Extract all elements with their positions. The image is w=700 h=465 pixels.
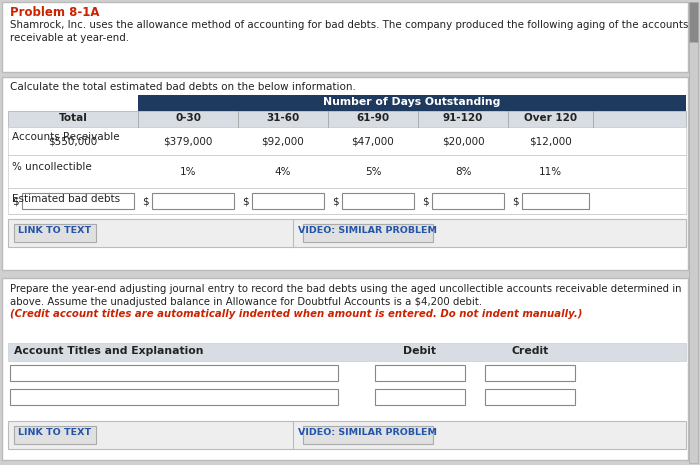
Text: 31-60: 31-60 xyxy=(267,113,300,123)
Bar xyxy=(375,389,465,405)
Bar xyxy=(8,219,686,247)
Bar xyxy=(689,2,698,42)
Text: Total: Total xyxy=(59,113,88,123)
Bar xyxy=(2,77,688,270)
Text: 8%: 8% xyxy=(455,166,471,177)
Bar xyxy=(375,365,465,381)
Bar xyxy=(10,389,338,405)
Bar xyxy=(14,224,96,242)
Bar xyxy=(689,2,698,463)
Text: % uncollectible: % uncollectible xyxy=(12,162,92,172)
Bar xyxy=(22,193,134,209)
Bar xyxy=(8,155,686,188)
Text: $: $ xyxy=(512,196,519,206)
Bar xyxy=(152,193,234,209)
Text: 91-120: 91-120 xyxy=(443,113,483,123)
Text: 4%: 4% xyxy=(274,166,291,177)
Bar xyxy=(8,421,686,449)
Bar xyxy=(303,426,433,444)
Bar xyxy=(2,278,688,460)
Text: Account Titles and Explanation: Account Titles and Explanation xyxy=(14,346,204,356)
Text: VIDEO: SIMILAR PROBLEM: VIDEO: SIMILAR PROBLEM xyxy=(298,428,438,437)
Bar xyxy=(522,193,589,209)
Bar xyxy=(14,426,96,444)
Bar xyxy=(8,188,686,214)
Bar xyxy=(8,111,686,127)
Text: $47,000: $47,000 xyxy=(351,136,394,146)
Bar xyxy=(2,2,688,72)
Text: Shamrock, Inc. uses the allowance method of accounting for bad debts. The compan: Shamrock, Inc. uses the allowance method… xyxy=(10,20,688,43)
Text: Calculate the total estimated bad debts on the below information.: Calculate the total estimated bad debts … xyxy=(10,82,356,92)
Text: 0-30: 0-30 xyxy=(175,113,201,123)
Text: Problem 8-1A: Problem 8-1A xyxy=(10,6,99,19)
Text: Debit: Debit xyxy=(403,346,437,356)
Text: Credit: Credit xyxy=(512,346,549,356)
Text: $: $ xyxy=(332,196,339,206)
Text: 1%: 1% xyxy=(180,166,196,177)
Text: $: $ xyxy=(422,196,429,206)
Text: $20,000: $20,000 xyxy=(442,136,484,146)
Text: 61-90: 61-90 xyxy=(356,113,390,123)
Bar xyxy=(138,95,686,111)
Bar xyxy=(8,343,686,361)
Bar xyxy=(485,365,575,381)
Bar xyxy=(303,224,433,242)
Text: $: $ xyxy=(13,196,19,206)
Text: VIDEO: SIMILAR PROBLEM: VIDEO: SIMILAR PROBLEM xyxy=(298,226,438,235)
Text: $550,000: $550,000 xyxy=(48,136,97,146)
Text: Prepare the year-end adjusting journal entry to record the bad debts using the a: Prepare the year-end adjusting journal e… xyxy=(10,284,682,307)
Bar xyxy=(485,389,575,405)
Text: $12,000: $12,000 xyxy=(529,136,572,146)
Text: Accounts Receivable: Accounts Receivable xyxy=(12,132,120,142)
Bar xyxy=(10,365,338,381)
Bar xyxy=(252,193,324,209)
Text: $: $ xyxy=(142,196,149,206)
Text: LINK TO TEXT: LINK TO TEXT xyxy=(18,226,92,235)
Text: 5%: 5% xyxy=(365,166,382,177)
Bar xyxy=(432,193,504,209)
Text: Over 120: Over 120 xyxy=(524,113,577,123)
Bar xyxy=(8,127,686,155)
Text: (Credit account titles are automatically indented when amount is entered. Do not: (Credit account titles are automatically… xyxy=(10,309,582,319)
Text: $92,000: $92,000 xyxy=(262,136,304,146)
Text: $379,000: $379,000 xyxy=(163,136,213,146)
Text: Estimated bad debts: Estimated bad debts xyxy=(12,194,120,204)
Text: $: $ xyxy=(242,196,249,206)
Text: 11%: 11% xyxy=(539,166,562,177)
Bar xyxy=(342,193,414,209)
Text: Number of Days Outstanding: Number of Days Outstanding xyxy=(323,97,500,107)
Text: LINK TO TEXT: LINK TO TEXT xyxy=(18,428,92,437)
